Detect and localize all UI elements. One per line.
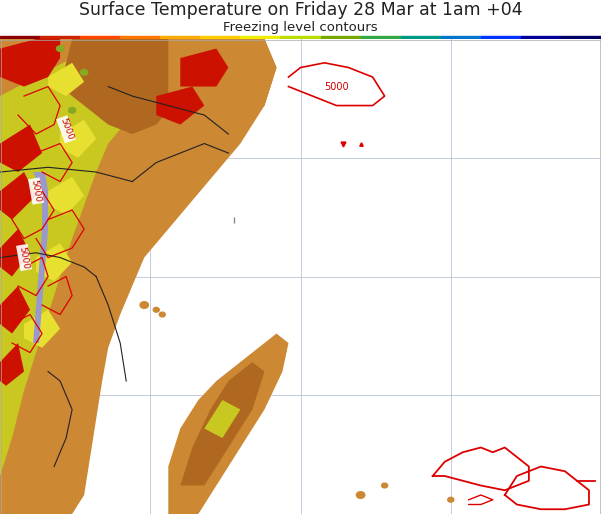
Circle shape — [448, 498, 454, 502]
Polygon shape — [0, 172, 36, 219]
Polygon shape — [168, 334, 288, 514]
Text: Freezing level contours: Freezing level contours — [223, 21, 378, 34]
Polygon shape — [0, 39, 60, 86]
Polygon shape — [180, 362, 264, 486]
Text: 5000: 5000 — [58, 117, 75, 142]
Polygon shape — [0, 39, 276, 514]
Polygon shape — [0, 229, 30, 277]
Polygon shape — [168, 39, 276, 162]
Bar — [441, 36, 481, 39]
Polygon shape — [60, 120, 96, 158]
Bar — [200, 36, 240, 39]
Circle shape — [69, 107, 76, 113]
Polygon shape — [0, 48, 144, 476]
Bar — [481, 36, 521, 39]
Polygon shape — [24, 310, 60, 348]
Circle shape — [356, 492, 365, 499]
Polygon shape — [0, 124, 42, 172]
Polygon shape — [48, 63, 84, 96]
Polygon shape — [60, 39, 192, 134]
Text: 5000: 5000 — [325, 82, 349, 91]
Text: 5000: 5000 — [17, 245, 31, 270]
Polygon shape — [36, 243, 72, 281]
Circle shape — [382, 483, 388, 488]
Bar — [0, 36, 40, 39]
Bar — [281, 36, 320, 39]
Bar — [561, 36, 601, 39]
Bar — [521, 36, 561, 39]
Text: 5000: 5000 — [29, 179, 43, 203]
Polygon shape — [0, 343, 24, 386]
Polygon shape — [156, 86, 204, 124]
Circle shape — [159, 312, 165, 317]
Bar — [160, 36, 200, 39]
Polygon shape — [48, 177, 84, 215]
Bar — [120, 36, 160, 39]
Polygon shape — [204, 400, 240, 438]
Polygon shape — [33, 172, 48, 343]
Polygon shape — [0, 286, 30, 334]
Bar — [320, 36, 361, 39]
Circle shape — [140, 302, 148, 308]
Polygon shape — [180, 39, 276, 153]
Polygon shape — [180, 48, 228, 86]
Circle shape — [56, 46, 64, 51]
Bar — [361, 36, 401, 39]
Bar — [80, 36, 120, 39]
Text: Surface Temperature on Friday 28 Mar at 1am +04: Surface Temperature on Friday 28 Mar at … — [79, 1, 522, 19]
Circle shape — [81, 69, 88, 75]
Circle shape — [153, 307, 159, 312]
Bar — [401, 36, 441, 39]
Bar — [240, 36, 281, 39]
Bar — [40, 36, 80, 39]
